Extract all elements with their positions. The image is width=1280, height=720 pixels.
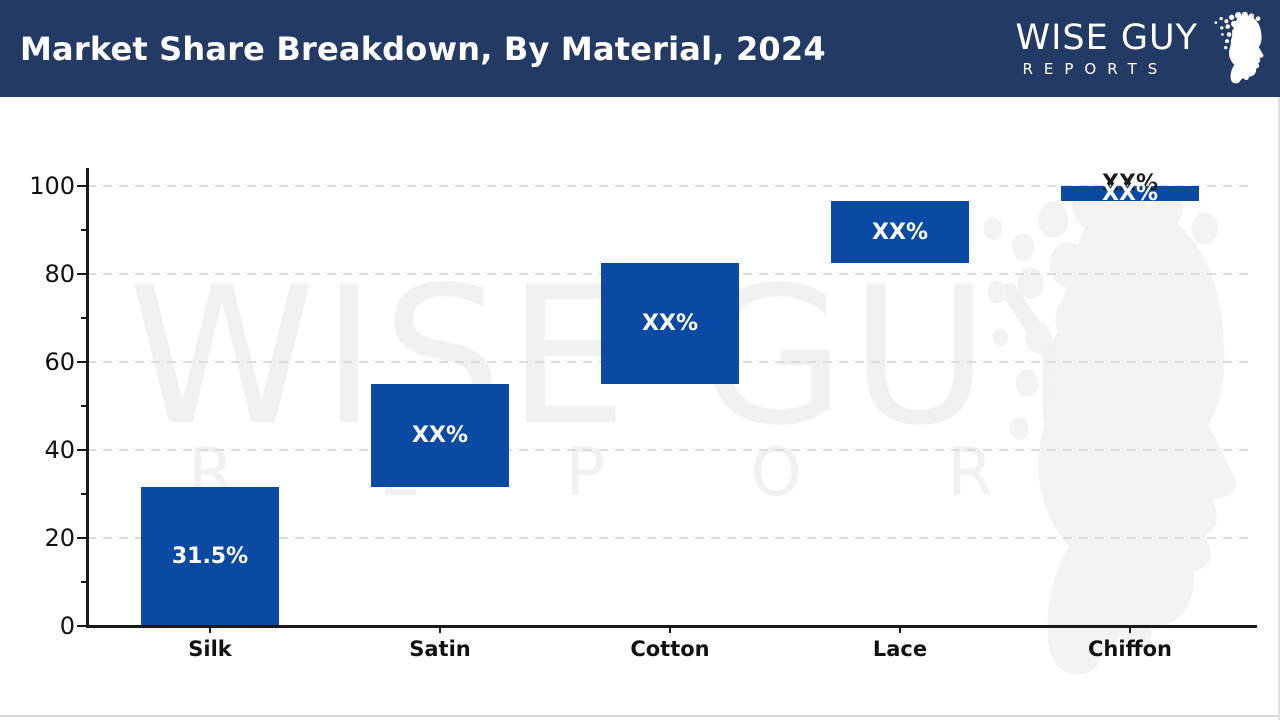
logo-head-icon <box>1214 11 1264 84</box>
ytick-minor-30 <box>81 493 87 495</box>
frame-right-edge <box>1278 97 1280 720</box>
frame-bottom-edge <box>0 715 1280 717</box>
bar-label-silk: 31.5% <box>171 544 249 570</box>
bar-label-lace: XX% <box>872 219 928 245</box>
x-axis-spine <box>86 625 1257 628</box>
bar-label-cotton: XX% <box>642 311 698 336</box>
ytick-80 <box>77 273 87 275</box>
ytick-label-0: 0 <box>59 612 75 640</box>
brand-logo-text: WISE GUY REPORTS <box>1015 20 1198 78</box>
bar-lace <box>831 201 969 263</box>
ytick-minor-50 <box>81 405 87 407</box>
page-title: Market Share Breakdown, By Material, 202… <box>20 29 826 68</box>
xtick-chiffon <box>1129 627 1131 633</box>
category-label-cotton: Cotton <box>630 637 710 661</box>
logo-wiseguy-text: WISE GUY <box>1015 18 1198 59</box>
ytick-minor-70 <box>81 317 87 319</box>
ytick-0 <box>77 625 87 627</box>
category-label-lace: Lace <box>872 637 928 661</box>
xtick-lace <box>899 627 901 633</box>
xtick-satin <box>439 627 441 633</box>
bar-silk <box>141 487 279 626</box>
ytick-20 <box>77 537 87 539</box>
bar-satin <box>371 384 509 488</box>
brand-logo: WISE GUY REPORTS <box>1015 4 1266 94</box>
ytick-label-40: 40 <box>44 436 75 464</box>
header-bar: Market Share Breakdown, By Material, 202… <box>0 0 1280 97</box>
category-label-satin: Satin <box>409 637 471 661</box>
ytick-label-80: 80 <box>44 260 75 288</box>
gridline-100 <box>87 185 1254 187</box>
ytick-minor-10 <box>81 581 87 583</box>
ytick-40 <box>77 449 87 451</box>
ytick-60 <box>77 361 87 363</box>
ytick-minor-90 <box>81 229 87 231</box>
category-label-chiffon: Chiffon <box>1088 637 1172 661</box>
ytick-label-100: 100 <box>29 172 75 200</box>
bar-chiffon <box>1061 186 1199 202</box>
logo-reports-text: REPORTS <box>1022 59 1169 78</box>
ytick-label-60: 60 <box>44 348 75 376</box>
bar-cotton <box>601 263 739 384</box>
ytick-label-20: 20 <box>44 524 75 552</box>
bar-label-satin: XX% <box>412 423 468 449</box>
xtick-silk <box>209 627 211 633</box>
category-label-silk: Silk <box>188 637 232 661</box>
bar-label-chiffon: XX% <box>1102 181 1158 207</box>
gridline-20 <box>87 537 1254 539</box>
gridline-40 <box>87 449 1254 451</box>
xtick-cotton <box>669 627 671 633</box>
y-axis-spine <box>86 168 89 628</box>
ytick-100 <box>77 185 87 187</box>
